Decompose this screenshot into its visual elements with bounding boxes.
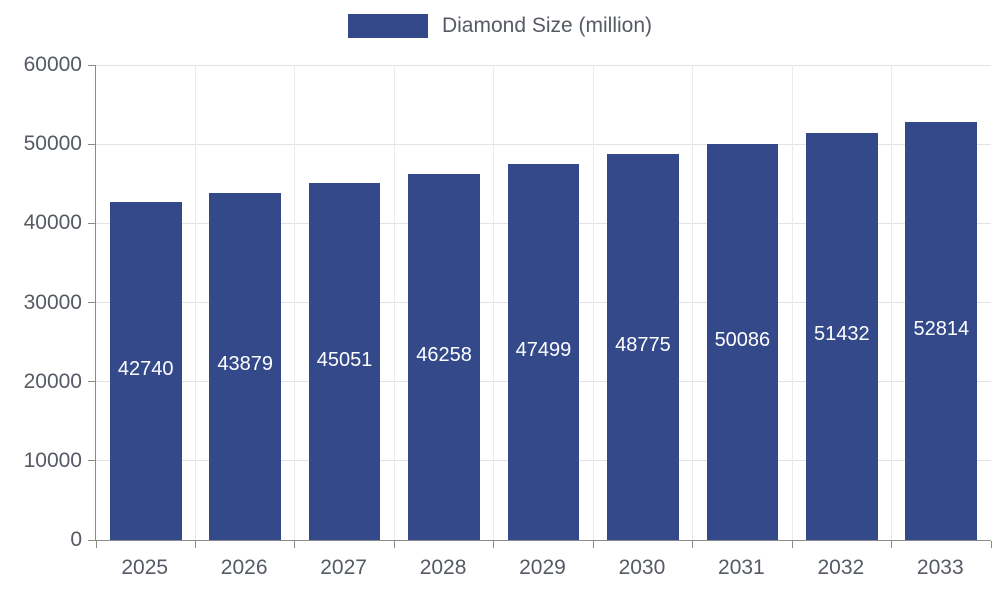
bar-value-label: 43879 [217,353,273,376]
x-axis-tick [194,541,196,548]
gridline-vertical [194,65,196,540]
legend-swatch-icon [347,14,428,38]
bar-2026: 43879 [209,192,281,540]
bar-2030: 48775 [607,153,679,540]
gridline-vertical [493,65,495,540]
gridline-vertical [393,65,395,540]
plot-area: 42740 43879 45051 46258 47499 48775 50086 51432… [88,64,992,548]
y-axis-tick-label: 60000 [23,53,82,76]
x-axis-tick [990,541,992,548]
y-axis-tick-label: 20000 [23,369,82,393]
bar-value-label: 48775 [615,333,671,356]
bar-2028: 46258 [408,173,480,540]
gridline-vertical [891,65,893,540]
bar-value-label: 50086 [714,328,771,351]
x-axis-tick-label: 2030 [618,556,666,579]
y-axis-tick [88,64,95,66]
x-axis-tick [791,541,793,548]
bar-2025: 42740 [109,201,182,540]
x-axis-tick [891,541,893,548]
y-axis-tick [88,222,95,224]
y-axis-tick [88,539,95,541]
legend-label: Diamond Size (million) [441,14,653,37]
y-axis-tick-label: 30000 [23,290,82,314]
bar-2027: 45051 [308,183,381,540]
x-axis-tick-label: 2031 [718,556,765,579]
gridline-horizontal [96,64,991,66]
bar-2033: 52814 [905,121,978,540]
y-axis-tick [88,460,95,462]
chart-legend[interactable]: Diamond Size (million) [0,14,1000,38]
x-axis-tick-label: 2033 [916,556,964,579]
x-axis-tick-label: 2025 [121,556,169,579]
bar-2032: 51432 [806,132,878,540]
y-axis-tick-label: 10000 [23,448,82,472]
bar-value-label: 42740 [117,357,174,380]
y-axis-tick-label: 50000 [23,132,82,156]
bar-value-label: 45051 [316,348,373,371]
bar-value-label: 51432 [814,323,870,346]
x-axis-tick-label: 2028 [419,556,467,579]
x-axis-tick [493,541,495,548]
gridline-vertical [692,65,694,540]
x-axis-tick [393,541,395,548]
gridline-vertical [791,65,793,540]
bar-2031: 50086 [706,143,779,540]
y-axis-tick [88,143,95,145]
bar-value-label: 52814 [913,317,970,340]
x-axis-tick [95,541,97,548]
x-axis-tick [294,541,296,548]
x-axis-tick-label: 2029 [519,556,566,579]
bar-2029: 47499 [507,163,580,540]
gridline-vertical [592,65,594,540]
y-axis-tick-label: 40000 [23,211,82,235]
gridline-horizontal [96,143,991,145]
bar-value-label: 47499 [515,338,572,361]
x-axis-tick-label: 2027 [320,556,367,579]
x-axis-tick-label: 2032 [817,556,865,579]
x-axis-tick [592,541,594,548]
bar-value-label: 46258 [416,343,472,366]
x-axis-tick-label: 2026 [220,556,268,579]
y-axis-tick [88,302,95,303]
y-axis-tick [88,381,95,383]
x-axis-tick [692,541,694,548]
y-axis-tick-label: 0 [70,528,82,551]
gridline-vertical [294,65,296,540]
